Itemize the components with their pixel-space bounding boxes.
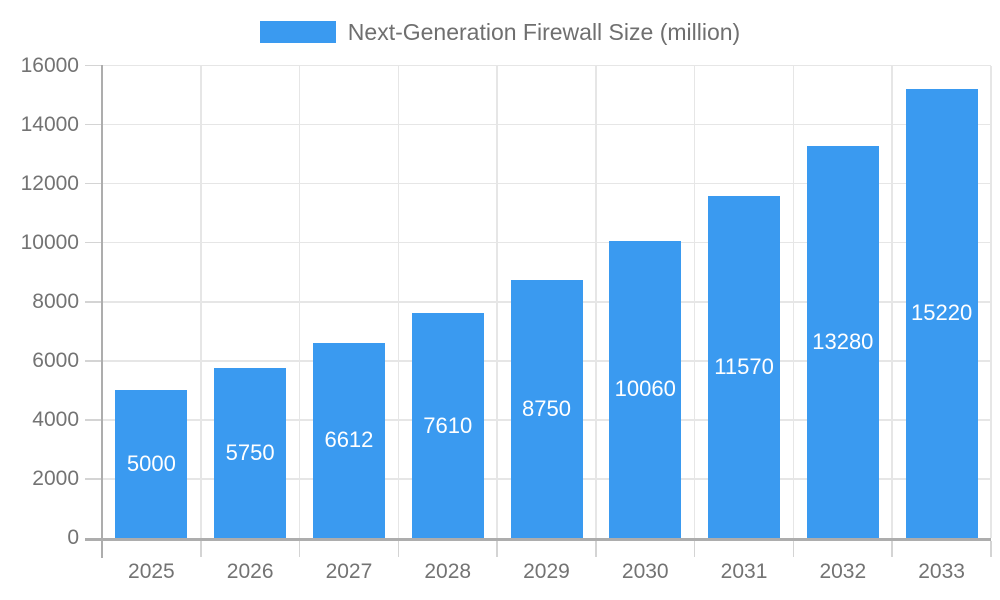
x-axis-tick-label: 2032 — [819, 560, 867, 583]
y-axis-tick — [85, 123, 102, 126]
y-axis-tick-label: 2000 — [32, 466, 79, 490]
x-axis-tick-label: 2031 — [720, 560, 768, 583]
x-axis-tick — [792, 540, 795, 557]
h-gridline — [102, 182, 991, 185]
h-gridline — [102, 241, 991, 244]
bar-value-label: 5750 — [225, 440, 275, 466]
bar[interactable] — [312, 342, 385, 538]
bar-value-label: 11570 — [714, 354, 774, 380]
h-gridline — [102, 64, 991, 67]
y-axis-tick — [85, 241, 102, 244]
y-axis-tick — [85, 64, 102, 67]
x-axis-tick-label: 2025 — [128, 560, 175, 583]
legend-item[interactable]: Next-Generation Firewall Size (million) — [0, 10, 1000, 54]
bar[interactable] — [806, 145, 879, 538]
x-axis-tick-label: 2028 — [424, 560, 472, 583]
bar[interactable] — [609, 240, 682, 538]
x-axis-tick — [298, 540, 301, 557]
h-gridline — [102, 123, 991, 126]
legend-label: Next-Generation Firewall Size (million) — [347, 18, 741, 45]
x-axis-tick — [693, 540, 696, 557]
y-axis-tick-label: 10000 — [20, 230, 79, 254]
x-axis-tick-label: 2026 — [226, 560, 274, 583]
x-axis-tick — [200, 540, 202, 557]
y-axis-tick — [85, 419, 102, 421]
v-gridline — [792, 65, 795, 538]
x-axis-line — [85, 538, 991, 541]
bar-value-label: 8750 — [522, 395, 571, 421]
x-axis-tick-label: 2030 — [621, 560, 669, 583]
bar-value-label: 6612 — [324, 427, 374, 453]
v-gridline — [990, 65, 992, 538]
y-axis-tick-label: 6000 — [32, 348, 79, 372]
v-gridline — [496, 65, 498, 538]
y-axis-tick — [85, 478, 102, 480]
y-axis-tick — [85, 360, 102, 362]
bar[interactable] — [411, 313, 484, 538]
v-gridline — [200, 65, 202, 538]
y-axis-tick — [85, 301, 102, 303]
v-gridline — [693, 65, 696, 538]
bar-value-label: 5000 — [126, 451, 176, 477]
x-axis-tick — [990, 540, 992, 557]
y-axis-tick-label: 12000 — [20, 171, 79, 195]
bar[interactable] — [708, 196, 781, 538]
y-axis-tick-label: 4000 — [32, 407, 79, 431]
bar[interactable] — [510, 279, 583, 538]
y-axis-tick — [85, 182, 102, 185]
bar[interactable] — [115, 390, 188, 538]
y-axis-tick-label: 14000 — [20, 112, 79, 136]
y-axis-line — [100, 65, 104, 558]
x-axis-tick — [397, 540, 400, 557]
x-axis-tick-label: 2027 — [325, 560, 373, 583]
bar-value-label: 15220 — [911, 300, 973, 326]
v-gridline — [891, 65, 893, 538]
x-axis-tick — [595, 540, 597, 557]
x-axis-tick-label: 2029 — [523, 560, 570, 583]
v-gridline — [397, 65, 400, 538]
x-axis-tick-label: 2033 — [918, 560, 965, 583]
bar[interactable] — [214, 368, 287, 538]
legend-swatch — [259, 21, 336, 43]
x-axis-tick — [496, 540, 498, 557]
v-gridline — [298, 65, 301, 538]
y-axis-tick-label: 0 — [67, 526, 79, 549]
y-axis-tick-label: 16000 — [20, 53, 79, 77]
bar-value-label: 10060 — [614, 376, 676, 402]
bar[interactable] — [905, 88, 978, 538]
v-gridline — [595, 65, 597, 538]
y-axis-tick-label: 8000 — [32, 289, 79, 313]
bar-value-label: 7610 — [423, 412, 473, 438]
bar-value-label: 13280 — [812, 328, 874, 354]
x-axis-tick — [891, 540, 893, 557]
